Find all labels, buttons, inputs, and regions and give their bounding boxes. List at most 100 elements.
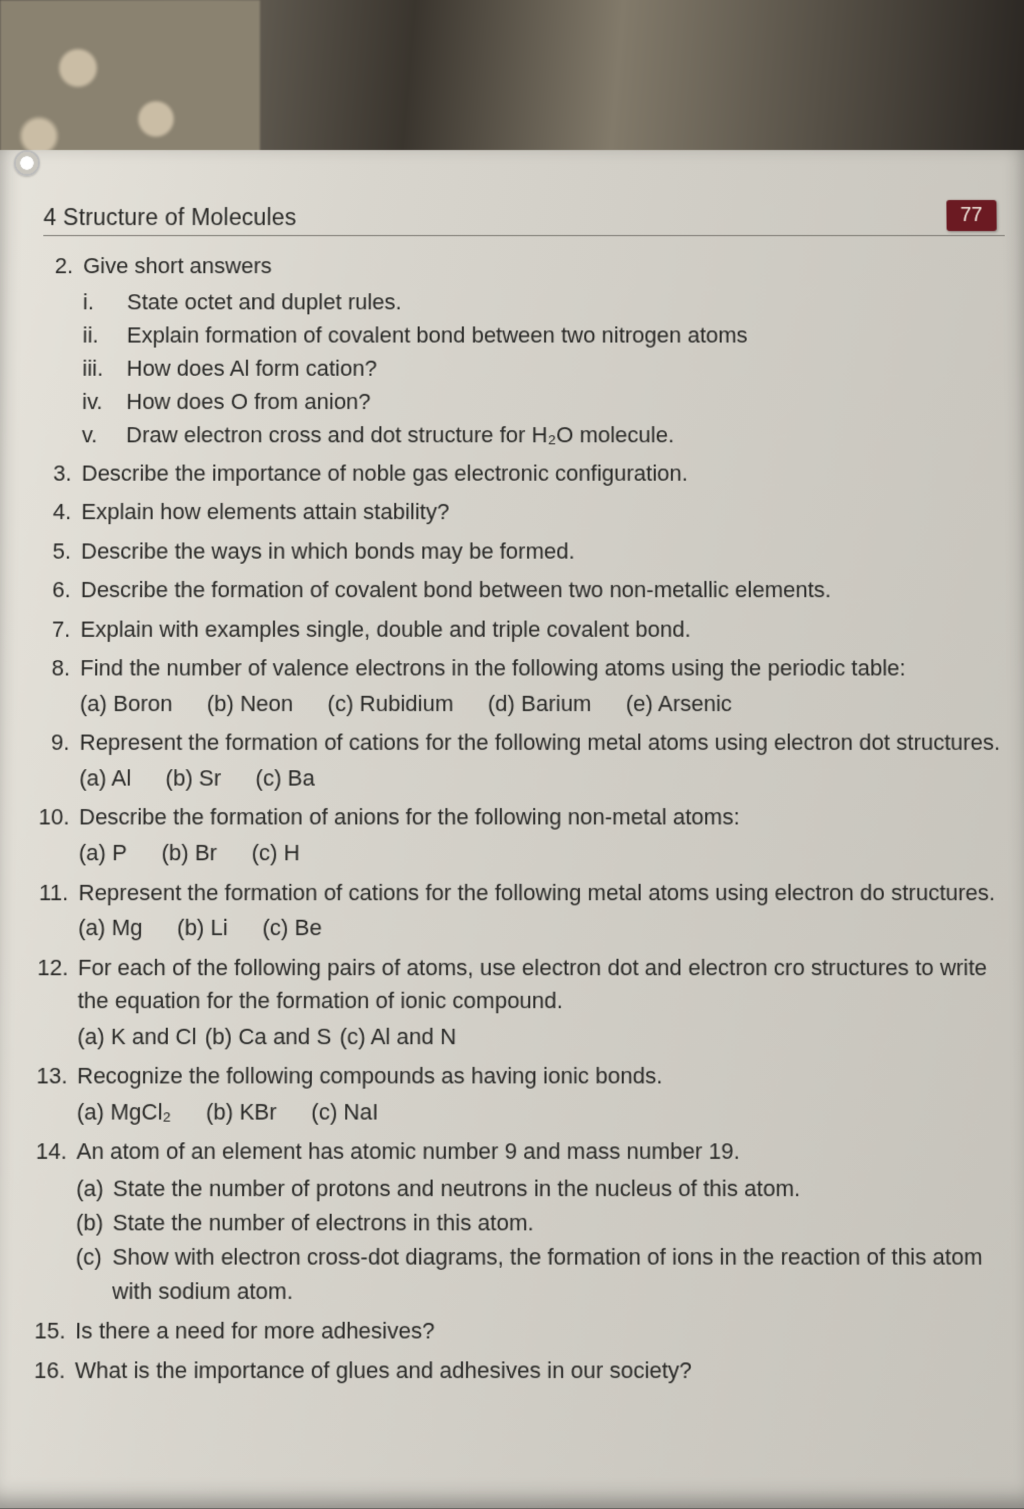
- question-text: Give short answers: [83, 250, 1005, 283]
- question-text: Is there a need for more adhesives?: [75, 1314, 1014, 1348]
- part-letter: (c): [75, 1240, 108, 1309]
- question-body: Find the number of valence electrons in …: [80, 652, 1009, 720]
- question-text: Find the number of valence electrons in …: [80, 652, 1009, 685]
- option-item: (b) Neon: [207, 688, 294, 721]
- question-body: Explain how elements attain stability?: [81, 496, 1007, 529]
- question-number: 12.: [37, 951, 72, 1054]
- question-list: 2.Give short answersi.State octet and du…: [34, 250, 1015, 1388]
- option-item: (a) K and Cl: [77, 1020, 196, 1054]
- question-number: 7.: [40, 613, 75, 646]
- option-item: (b) Li: [177, 912, 228, 945]
- option-row: (a) Al (b) Sr (c) Ba: [79, 762, 1009, 795]
- option-item: (c) Al and N: [339, 1020, 456, 1054]
- question-body: Recognize the following compounds as hav…: [77, 1060, 1013, 1129]
- question-text: Represent the formation of cations for t…: [78, 876, 1010, 909]
- question-body: Explain with examples single, double and…: [80, 613, 1008, 646]
- option-item: (d) Barium: [488, 688, 592, 721]
- sub-question-item: iii.How does Al form cation?: [82, 351, 1006, 384]
- question-item: 16.What is the importance of glues and a…: [34, 1355, 1015, 1389]
- option-row: (a) Boron (b) Neon (c) Rubidium (d) Barium (…: [80, 688, 1009, 721]
- sub-question-text: State octet and duplet rules.: [127, 285, 1006, 318]
- question-item: 3.Describe the importance of noble gas e…: [41, 457, 1007, 490]
- part-item: (b)State the number of electrons in this…: [76, 1205, 1014, 1239]
- running-header: 4 Structure of Molecules 77: [43, 200, 1004, 236]
- question-item: 8.Find the number of valence electrons i…: [39, 652, 1009, 720]
- option-item: (c) H: [251, 837, 299, 870]
- question-number: 8.: [39, 652, 74, 720]
- option-item: (e) Arsenic: [626, 688, 732, 721]
- option-item: (a) Mg: [78, 912, 143, 945]
- question-body: For each of the following pairs of atoms…: [77, 951, 1012, 1054]
- question-number: 5.: [41, 535, 75, 568]
- question-item: 10.Describe the formation of anions for …: [38, 801, 1010, 870]
- option-row: (a) P (b) Br (c) H: [79, 837, 1011, 870]
- question-body: Describe the formation of covalent bond …: [81, 574, 1008, 607]
- part-letter: (b): [76, 1205, 109, 1239]
- question-item: 12.For each of the following pairs of at…: [37, 951, 1012, 1054]
- option-item: (b) Br: [161, 837, 217, 870]
- part-text: State the number of electrons in this at…: [113, 1205, 1014, 1239]
- sub-question-roman: v.: [82, 418, 122, 451]
- question-text: Explain with examples single, double and…: [80, 613, 1008, 646]
- option-item: (c) Rubidium: [327, 688, 453, 721]
- question-body: Describe the importance of noble gas ele…: [81, 457, 1006, 490]
- chapter-number: 4: [43, 204, 56, 230]
- sub-question-text: Explain formation of covalent bond betwe…: [127, 318, 1006, 351]
- question-number: 13.: [36, 1060, 71, 1129]
- question-item: 9.Represent the formation of cations for…: [39, 727, 1010, 795]
- question-number: 10.: [38, 801, 73, 870]
- sub-question-text: How does O from anion?: [126, 384, 1006, 417]
- option-row: (a) Mg (b) Li (c) Be: [78, 912, 1011, 945]
- sub-question-roman: ii.: [82, 318, 122, 351]
- part-letter: (a): [76, 1171, 109, 1205]
- fabric-corner: [0, 0, 260, 170]
- question-body: An atom of an element has atomic number …: [75, 1135, 1014, 1308]
- part-list: (a)State the number of protons and neutr…: [75, 1171, 1014, 1308]
- option-item: (b) Sr: [165, 762, 221, 795]
- question-item: 7.Explain with examples single, double a…: [40, 613, 1008, 646]
- question-number: 3.: [41, 457, 75, 490]
- question-text: Explain how elements attain stability?: [81, 496, 1007, 529]
- question-text: Describe the formation of anions for the…: [79, 801, 1010, 834]
- option-item: (a) Al: [79, 762, 131, 795]
- question-number: 4.: [41, 496, 75, 529]
- question-number: 2.: [42, 250, 78, 451]
- question-body: Represent the formation of cations for t…: [79, 727, 1009, 795]
- question-text: Describe the importance of noble gas ele…: [81, 457, 1006, 490]
- option-row: (a) K and Cl (b) Ca and S(c) Al and N: [77, 1020, 1012, 1054]
- question-number: 9.: [39, 727, 74, 795]
- question-text: An atom of an element has atomic number …: [76, 1135, 1012, 1169]
- sub-question-list: i.State octet and duplet rules.ii.Explai…: [82, 285, 1007, 451]
- option-item: (b) Ca and S: [205, 1020, 332, 1054]
- question-item: 15.Is there a need for more adhesives?: [34, 1314, 1014, 1348]
- option-item: (a) P: [79, 837, 128, 870]
- question-body: Represent the formation of cations for t…: [78, 876, 1011, 945]
- part-text: Show with electron cross-dot diagrams, t…: [112, 1240, 1014, 1309]
- sub-question-text: Draw electron cross and dot structure fo…: [126, 418, 1007, 451]
- option-item: (c) Ba: [256, 762, 315, 795]
- option-item: (a) Boron: [80, 688, 173, 721]
- textbook-page: 4 Structure of Molecules 77 2.Give short…: [0, 150, 1024, 1509]
- chapter-title: 4 Structure of Molecules: [43, 204, 296, 231]
- question-number: 15.: [34, 1314, 69, 1348]
- question-number: 11.: [38, 876, 73, 945]
- question-text: Describe the formation of covalent bond …: [81, 574, 1008, 607]
- question-item: 11.Represent the formation of cations fo…: [38, 876, 1011, 945]
- sub-question-roman: i.: [83, 285, 123, 318]
- question-body: Describe the formation of anions for the…: [79, 801, 1011, 870]
- sub-question-item: i.State octet and duplet rules.: [83, 285, 1006, 318]
- sub-question-item: v.Draw electron cross and dot structure …: [82, 418, 1007, 451]
- sub-question-item: ii.Explain formation of covalent bond be…: [82, 318, 1005, 351]
- question-item: 6.Describe the formation of covalent bon…: [40, 574, 1008, 607]
- option-item: (c) Be: [262, 912, 322, 945]
- question-text: Describe the ways in which bonds may be …: [81, 535, 1008, 568]
- sub-question-text: How does Al form cation?: [126, 351, 1006, 384]
- question-text: Represent the formation of cations for t…: [79, 727, 1009, 760]
- question-item: 2.Give short answersi.State octet and du…: [42, 250, 1007, 451]
- question-number: 6.: [40, 574, 75, 607]
- question-body: Describe the ways in which bonds may be …: [81, 535, 1008, 568]
- part-text: State the number of protons and neutrons…: [113, 1171, 1013, 1205]
- question-body: Is there a need for more adhesives?: [75, 1314, 1014, 1348]
- question-item: 4.Explain how elements attain stability?: [41, 496, 1007, 529]
- question-text: Recognize the following compounds as hav…: [77, 1060, 1012, 1094]
